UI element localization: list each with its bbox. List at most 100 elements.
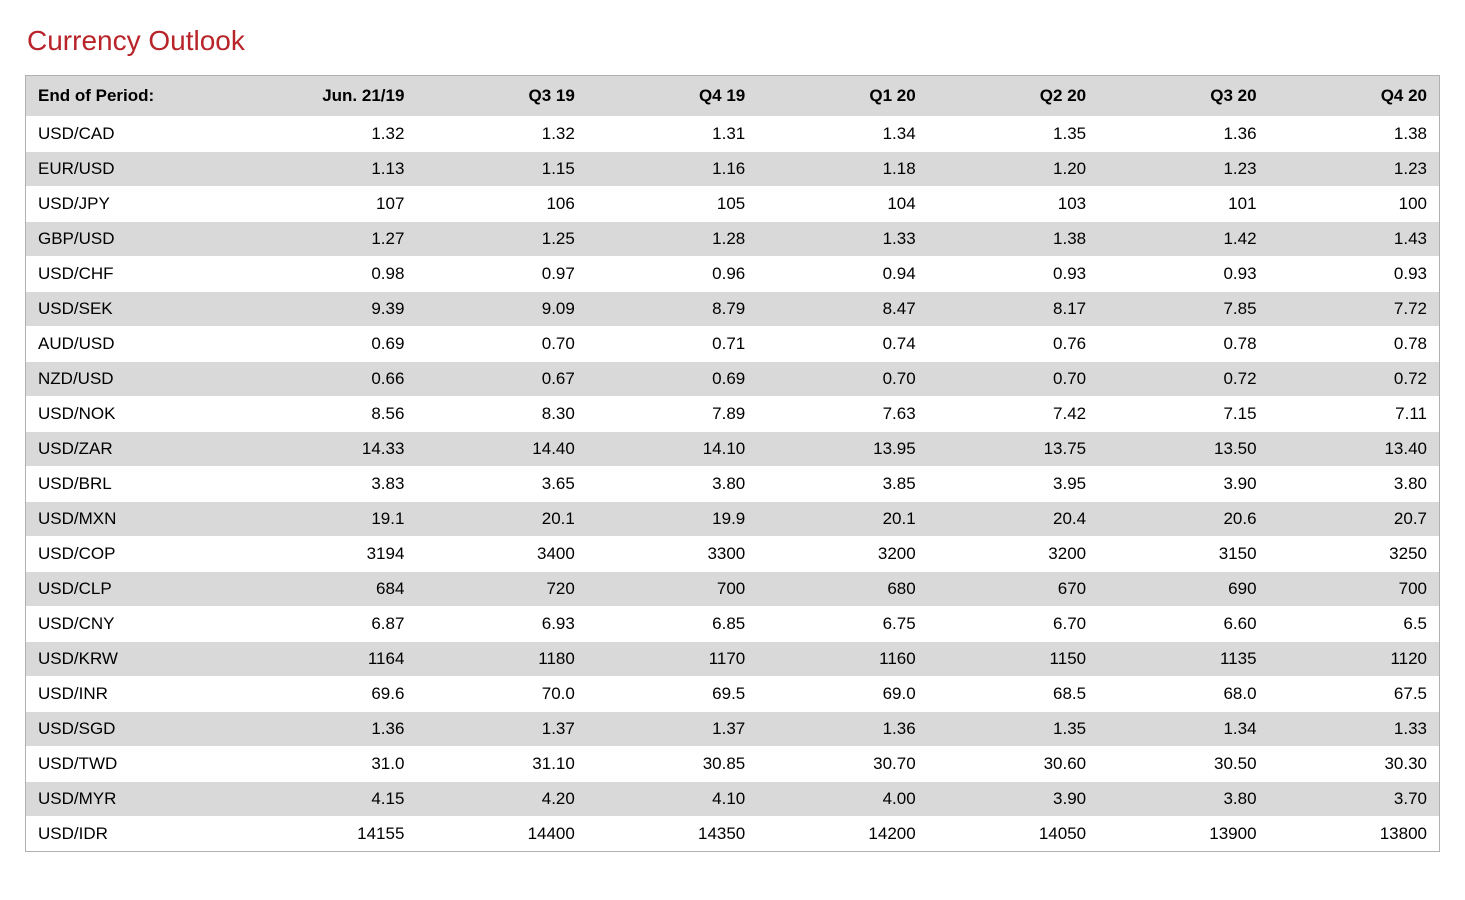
- currency-value: 104: [757, 187, 927, 222]
- currency-value: 1164: [246, 642, 416, 677]
- currency-value: 700: [587, 572, 757, 607]
- column-header: Q1 20: [757, 76, 927, 117]
- column-header: Q2 20: [928, 76, 1098, 117]
- currency-value: 1135: [1098, 642, 1268, 677]
- currency-value: 13900: [1098, 817, 1268, 852]
- currency-pair-label: USD/MXN: [26, 502, 246, 537]
- currency-value: 1.34: [1098, 712, 1268, 747]
- currency-value: 3300: [587, 537, 757, 572]
- currency-value: 4.20: [416, 782, 586, 817]
- currency-value: 69.5: [587, 677, 757, 712]
- currency-value: 69.0: [757, 677, 927, 712]
- currency-value: 0.70: [757, 362, 927, 397]
- currency-pair-label: GBP/USD: [26, 222, 246, 257]
- currency-value: 1.36: [246, 712, 416, 747]
- column-header: Q4 20: [1269, 76, 1439, 117]
- currency-value: 13.40: [1269, 432, 1439, 467]
- currency-value: 690: [1098, 572, 1268, 607]
- currency-value: 0.66: [246, 362, 416, 397]
- currency-value: 107: [246, 187, 416, 222]
- currency-value: 1160: [757, 642, 927, 677]
- currency-value: 14.33: [246, 432, 416, 467]
- table-row: USD/COP3194340033003200320031503250: [26, 537, 1439, 572]
- currency-value: 7.15: [1098, 397, 1268, 432]
- currency-value: 3194: [246, 537, 416, 572]
- currency-value: 3250: [1269, 537, 1439, 572]
- currency-value: 1.42: [1098, 222, 1268, 257]
- currency-value: 1.18: [757, 152, 927, 187]
- currency-value: 30.85: [587, 747, 757, 782]
- currency-value: 6.85: [587, 607, 757, 642]
- currency-pair-label: USD/CNY: [26, 607, 246, 642]
- currency-pair-label: USD/CHF: [26, 257, 246, 292]
- currency-value: 1.38: [1269, 117, 1439, 152]
- currency-value: 4.10: [587, 782, 757, 817]
- currency-value: 1.20: [928, 152, 1098, 187]
- currency-pair-label: USD/ZAR: [26, 432, 246, 467]
- currency-pair-label: USD/COP: [26, 537, 246, 572]
- currency-value: 1180: [416, 642, 586, 677]
- table-row: USD/KRW1164118011701160115011351120: [26, 642, 1439, 677]
- table-row: USD/SGD1.361.371.371.361.351.341.33: [26, 712, 1439, 747]
- currency-value: 13.50: [1098, 432, 1268, 467]
- currency-value: 3.95: [928, 467, 1098, 502]
- currency-value: 8.17: [928, 292, 1098, 327]
- currency-value: 1.37: [587, 712, 757, 747]
- currency-value: 1.33: [757, 222, 927, 257]
- table-row: USD/JPY107106105104103101100: [26, 187, 1439, 222]
- currency-value: 8.30: [416, 397, 586, 432]
- currency-value: 67.5: [1269, 677, 1439, 712]
- currency-pair-label: EUR/USD: [26, 152, 246, 187]
- currency-value: 3.83: [246, 467, 416, 502]
- table-row: USD/CNY6.876.936.856.756.706.606.5: [26, 607, 1439, 642]
- currency-value: 0.70: [416, 327, 586, 362]
- currency-value: 0.98: [246, 257, 416, 292]
- currency-value: 20.6: [1098, 502, 1268, 537]
- currency-value: 101: [1098, 187, 1268, 222]
- currency-value: 0.69: [246, 327, 416, 362]
- currency-value: 0.93: [1098, 257, 1268, 292]
- currency-value: 8.47: [757, 292, 927, 327]
- currency-value: 1.31: [587, 117, 757, 152]
- currency-value: 1.23: [1098, 152, 1268, 187]
- currency-value: 1.35: [928, 117, 1098, 152]
- currency-pair-label: USD/TWD: [26, 747, 246, 782]
- table-row: USD/NOK8.568.307.897.637.427.157.11: [26, 397, 1439, 432]
- currency-table-container: End of Period:Jun. 21/19Q3 19Q4 19Q1 20Q…: [25, 75, 1440, 852]
- currency-pair-label: USD/IDR: [26, 817, 246, 852]
- table-row: EUR/USD1.131.151.161.181.201.231.23: [26, 152, 1439, 187]
- currency-value: 14050: [928, 817, 1098, 852]
- currency-value: 8.56: [246, 397, 416, 432]
- currency-value: 1.43: [1269, 222, 1439, 257]
- table-row: NZD/USD0.660.670.690.700.700.720.72: [26, 362, 1439, 397]
- currency-value: 13.95: [757, 432, 927, 467]
- currency-pair-label: USD/SGD: [26, 712, 246, 747]
- currency-value: 14350: [587, 817, 757, 852]
- table-row: USD/INR69.670.069.569.068.568.067.5: [26, 677, 1439, 712]
- currency-value: 3.70: [1269, 782, 1439, 817]
- currency-value: 680: [757, 572, 927, 607]
- currency-value: 1150: [928, 642, 1098, 677]
- currency-pair-label: USD/BRL: [26, 467, 246, 502]
- table-row: USD/MXN19.120.119.920.120.420.620.7: [26, 502, 1439, 537]
- currency-value: 13.75: [928, 432, 1098, 467]
- table-row: USD/CLP684720700680670690700: [26, 572, 1439, 607]
- currency-value: 7.85: [1098, 292, 1268, 327]
- currency-value: 0.76: [928, 327, 1098, 362]
- currency-value: 1.25: [416, 222, 586, 257]
- currency-value: 20.7: [1269, 502, 1439, 537]
- currency-value: 7.63: [757, 397, 927, 432]
- currency-value: 4.00: [757, 782, 927, 817]
- currency-value: 14400: [416, 817, 586, 852]
- currency-value: 0.78: [1269, 327, 1439, 362]
- currency-value: 7.11: [1269, 397, 1439, 432]
- currency-value: 106: [416, 187, 586, 222]
- currency-value: 670: [928, 572, 1098, 607]
- currency-value: 0.72: [1098, 362, 1268, 397]
- currency-value: 30.30: [1269, 747, 1439, 782]
- table-header: End of Period:Jun. 21/19Q3 19Q4 19Q1 20Q…: [26, 76, 1439, 117]
- currency-value: 0.67: [416, 362, 586, 397]
- currency-value: 1.23: [1269, 152, 1439, 187]
- currency-value: 3.85: [757, 467, 927, 502]
- currency-value: 68.5: [928, 677, 1098, 712]
